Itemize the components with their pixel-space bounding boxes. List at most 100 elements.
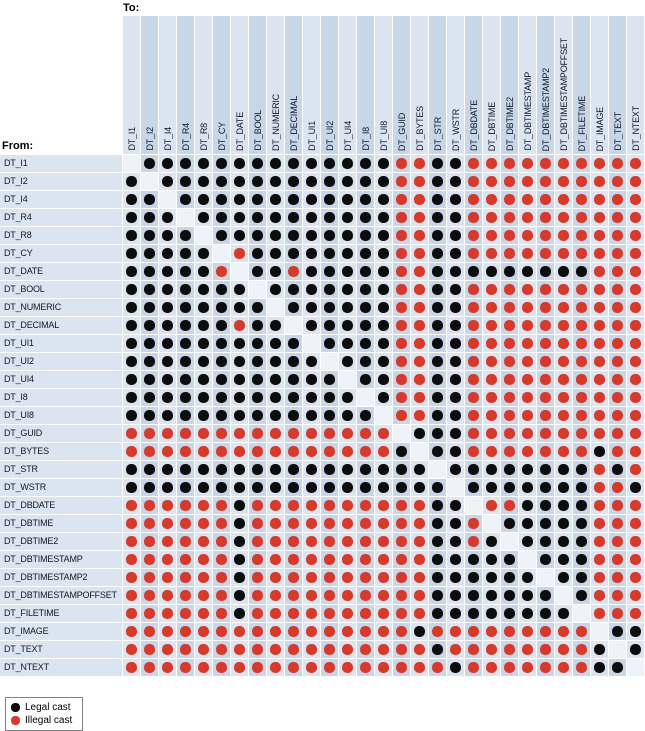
- matrix-cell: [627, 461, 645, 479]
- matrix-cell: [519, 389, 537, 407]
- illegal-cast-dot: [306, 554, 317, 565]
- matrix-cell: [213, 263, 231, 281]
- matrix-cell: [555, 659, 573, 677]
- illegal-cast-dot: [270, 662, 281, 673]
- matrix-cell: [393, 461, 411, 479]
- matrix-cell: [447, 533, 465, 551]
- matrix-cell: [141, 461, 159, 479]
- matrix-cell: [591, 191, 609, 209]
- matrix-cell: [285, 317, 303, 335]
- matrix-cell: [141, 479, 159, 497]
- matrix-cell: [267, 533, 285, 551]
- illegal-cast-dot: [540, 302, 551, 313]
- illegal-cast-dot: [198, 500, 209, 511]
- matrix-cell: [213, 407, 231, 425]
- matrix-cell: [537, 263, 555, 281]
- illegal-cast-dot: [576, 428, 587, 439]
- matrix-cell: [177, 335, 195, 353]
- matrix-cell: [591, 443, 609, 461]
- matrix-cell: [537, 533, 555, 551]
- matrix-cell: [375, 353, 393, 371]
- illegal-cast-dot: [378, 446, 389, 457]
- legal-cast-dot: [432, 212, 443, 223]
- matrix-cell: [555, 389, 573, 407]
- illegal-cast-dot: [486, 194, 497, 205]
- matrix-cell: [249, 497, 267, 515]
- matrix-cell: [249, 605, 267, 623]
- legal-cast-dot: [180, 158, 191, 169]
- legal-cast-dot: [504, 266, 515, 277]
- matrix-cell: [159, 389, 177, 407]
- matrix-cell: [195, 389, 213, 407]
- matrix-cell: [447, 515, 465, 533]
- matrix-cell: [123, 227, 141, 245]
- matrix-cell: [465, 281, 483, 299]
- illegal-cast-dot: [612, 230, 623, 241]
- illegal-cast-dot: [504, 230, 515, 241]
- illegal-cast-dot: [252, 554, 263, 565]
- matrix-cell: [339, 623, 357, 641]
- legal-cast-dot: [360, 284, 371, 295]
- matrix-cell: [285, 155, 303, 173]
- illegal-cast-dot: [126, 500, 137, 511]
- illegal-cast-dot: [252, 536, 263, 547]
- illegal-cast-dot: [468, 518, 479, 529]
- legal-cast-dot: [252, 176, 263, 187]
- row-label: DT_DBDATE: [0, 497, 122, 515]
- legal-cast-dot: [234, 374, 245, 385]
- matrix-cell: [141, 497, 159, 515]
- matrix-cell: [249, 659, 267, 677]
- illegal-cast-dot: [306, 590, 317, 601]
- illegal-cast-dot: [630, 518, 641, 529]
- illegal-cast-dot: [288, 644, 299, 655]
- matrix-cell: [267, 659, 285, 677]
- matrix-cell: [231, 317, 249, 335]
- illegal-cast-dot: [594, 158, 605, 169]
- matrix-cell: [429, 551, 447, 569]
- row-label: DT_I1: [0, 155, 122, 173]
- matrix-cell: [141, 173, 159, 191]
- matrix-cell: [123, 497, 141, 515]
- column-header: DT_BYTES: [411, 16, 429, 154]
- matrix-cell: [357, 227, 375, 245]
- matrix-cell: [537, 407, 555, 425]
- illegal-cast-dot: [576, 302, 587, 313]
- matrix-cell: [357, 353, 375, 371]
- matrix-cell: [357, 263, 375, 281]
- matrix-cell: [573, 317, 591, 335]
- legal-cast-dot: [432, 554, 443, 565]
- matrix-cell: [447, 281, 465, 299]
- legal-cast-dot: [270, 248, 281, 259]
- illegal-cast-dot: [594, 482, 605, 493]
- matrix-cell: [519, 371, 537, 389]
- matrix-cell: [483, 587, 501, 605]
- legal-cast-dot: [306, 158, 317, 169]
- legal-cast-dot: [270, 230, 281, 241]
- legal-cast-dot: [252, 374, 263, 385]
- legal-cast-dot: [630, 482, 641, 493]
- illegal-cast-dot: [126, 590, 137, 601]
- matrix-cell: [159, 479, 177, 497]
- column-header: DT_IMAGE: [591, 16, 609, 154]
- illegal-cast-dot: [504, 338, 515, 349]
- legal-cast-dot: [540, 266, 551, 277]
- legal-cast-dot: [450, 338, 461, 349]
- matrix-cell: [519, 479, 537, 497]
- illegal-cast-dot: [594, 284, 605, 295]
- matrix-cell: [501, 407, 519, 425]
- illegal-cast-dot: [558, 374, 569, 385]
- legal-cast-dot: [126, 302, 137, 313]
- illegal-cast-dot: [612, 356, 623, 367]
- matrix-cell: [285, 299, 303, 317]
- matrix-cell: [375, 461, 393, 479]
- legal-cast-dot: [594, 644, 605, 655]
- matrix-cell: [303, 551, 321, 569]
- matrix-cell: [195, 335, 213, 353]
- illegal-cast-dot: [396, 590, 407, 601]
- matrix-cell: [627, 407, 645, 425]
- legal-cast-dot: [126, 212, 137, 223]
- matrix-cell: [537, 641, 555, 659]
- legal-cast-dot: [252, 410, 263, 421]
- legal-cast-dot: [504, 608, 515, 619]
- matrix-cell: [141, 299, 159, 317]
